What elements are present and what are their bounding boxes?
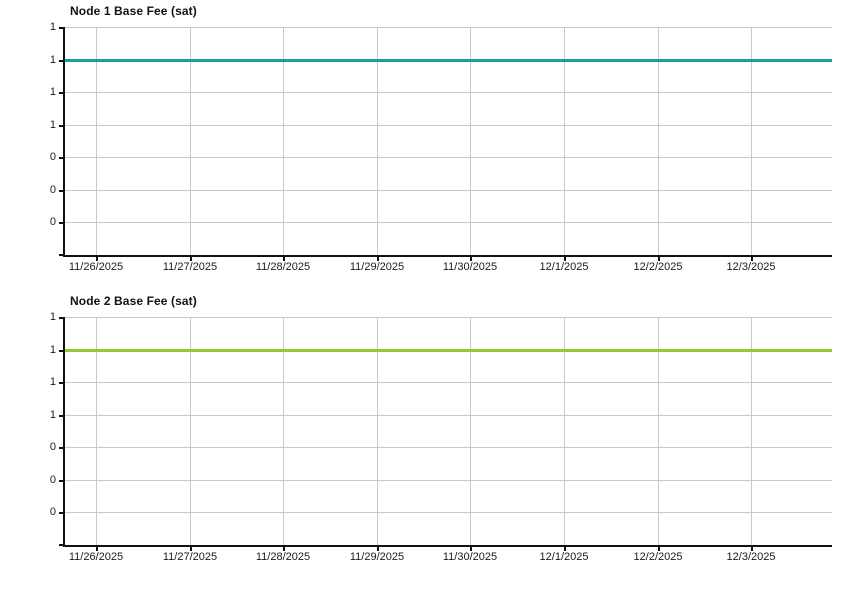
x-axis-tick: [377, 255, 379, 261]
y-axis-tick: [59, 480, 65, 482]
y-axis-tick: [59, 190, 65, 192]
gridline-vertical: [96, 27, 97, 255]
x-axis-label-node-2: 12/2/2025: [633, 551, 683, 563]
gridline-horizontal: [65, 317, 832, 318]
gridline-vertical: [470, 317, 471, 545]
y-axis-tick: [59, 125, 65, 127]
y-axis-label-node-1: 0: [49, 216, 56, 228]
x-axis-tick: [190, 255, 192, 261]
chart-title-node-2: Node 2 Base Fee (sat): [70, 294, 197, 308]
x-axis-label-node-1: 12/1/2025: [539, 261, 589, 273]
gridline-horizontal: [65, 447, 832, 448]
x-axis-tick: [751, 545, 753, 551]
gridline-vertical: [564, 317, 565, 545]
x-axis-tick: [751, 255, 753, 261]
x-axis-label-node-2: 11/29/2025: [349, 551, 405, 563]
x-axis-label-node-1: 11/30/2025: [442, 261, 498, 273]
x-axis-tick: [283, 255, 285, 261]
y-axis-tick: [59, 382, 65, 384]
x-axis-tick: [564, 545, 566, 551]
gridline-vertical: [658, 27, 659, 255]
gridline-horizontal: [65, 415, 832, 416]
gridline-vertical: [190, 27, 191, 255]
y-axis-label-node-1: 1: [49, 21, 56, 33]
x-axis-label-node-1: 11/28/2025: [255, 261, 311, 273]
y-axis-tick: [59, 27, 65, 29]
gridline-horizontal: [65, 480, 832, 481]
y-axis-tick: [59, 447, 65, 449]
y-axis-tick: [59, 60, 65, 62]
gridline-vertical: [283, 27, 284, 255]
y-axis-tick: [59, 512, 65, 514]
x-axis-tick: [96, 255, 98, 261]
x-axis-label-node-2: 12/1/2025: [539, 551, 589, 563]
x-axis-tick: [377, 545, 379, 551]
x-axis-label-node-1: 12/3/2025: [726, 261, 776, 273]
x-axis-label-node-2: 11/26/2025: [68, 551, 124, 563]
y-axis-tick: [59, 350, 65, 352]
gridline-vertical: [470, 27, 471, 255]
y-axis-label-node-2: 1: [49, 311, 56, 323]
y-axis-tick: [59, 254, 65, 256]
x-axis-tick: [96, 545, 98, 551]
gridline-horizontal: [65, 222, 832, 223]
gridline-vertical: [751, 317, 752, 545]
y-axis-label-node-1: 1: [49, 54, 56, 66]
gridline-horizontal: [65, 382, 832, 383]
y-axis-tick: [59, 544, 65, 546]
gridline-vertical: [377, 27, 378, 255]
x-axis-tick: [190, 545, 192, 551]
series-line-node-1: [65, 59, 832, 62]
x-axis-label-node-1: 12/2/2025: [633, 261, 683, 273]
y-axis-label-node-2: 0: [49, 474, 56, 486]
gridline-horizontal: [65, 92, 832, 93]
plot-area-node-2: 1 1 1 1 0 0 0 11/26/2025 11/27/2025 11/28/2025 11/…: [50, 311, 832, 563]
x-axis-tick: [564, 255, 566, 261]
gridline-horizontal: [65, 512, 832, 513]
x-axis-label-node-1: 11/27/2025: [162, 261, 218, 273]
y-axis-tick: [59, 415, 65, 417]
y-axis-label-node-2: 1: [49, 344, 56, 356]
x-axis-tick: [283, 545, 285, 551]
x-axis-tick: [470, 255, 472, 261]
x-axis-label-node-2: 11/28/2025: [255, 551, 311, 563]
gridline-vertical: [96, 317, 97, 545]
y-axis-label-node-2: 0: [49, 506, 56, 518]
y-axis-tick: [59, 317, 65, 319]
gridline-horizontal: [65, 125, 832, 126]
x-axis-label-node-2: 11/30/2025: [442, 551, 498, 563]
gridline-vertical: [564, 27, 565, 255]
gridline-vertical: [751, 27, 752, 255]
gridline-vertical: [377, 317, 378, 545]
series-line-node-2: [65, 349, 832, 352]
gridline-horizontal: [65, 27, 832, 28]
y-axis-label-node-2: 1: [49, 376, 56, 388]
gridline-vertical: [283, 317, 284, 545]
gridline-horizontal: [65, 157, 832, 158]
y-axis-label-node-1: 0: [49, 151, 56, 163]
x-axis-tick: [658, 545, 660, 551]
y-axis-tick: [59, 92, 65, 94]
gridline-vertical: [658, 317, 659, 545]
y-axis-label-node-2: 1: [49, 409, 56, 421]
plot-area-node-1: 1 1 1 1 0 0 0 11/26/2025 11/27/2025 11/28/2025 11/…: [50, 21, 832, 273]
chart-panel-node-2: Node 2 Base Fee (sat) 1 1 1 1 0 0 0 11/26/2025 1…: [0, 290, 860, 600]
chart-title-node-1: Node 1 Base Fee (sat): [70, 4, 197, 18]
x-axis-label-node-2: 12/3/2025: [726, 551, 776, 563]
x-axis-label-node-1: 11/29/2025: [349, 261, 405, 273]
x-axis-label-node-2: 11/27/2025: [162, 551, 218, 563]
x-axis-tick: [658, 255, 660, 261]
x-axis-label-node-1: 11/26/2025: [68, 261, 124, 273]
y-axis-label-node-1: 0: [49, 184, 56, 196]
y-axis-label-node-1: 1: [49, 119, 56, 131]
y-axis-tick: [59, 222, 65, 224]
gridline-vertical: [190, 317, 191, 545]
chart-panel-node-1: Node 1 Base Fee (sat) 1 1 1 1 0 0 0 11/26/2025 1…: [0, 0, 860, 290]
gridline-horizontal: [65, 190, 832, 191]
y-axis-label-node-2: 0: [49, 441, 56, 453]
x-axis-tick: [470, 545, 472, 551]
y-axis-tick: [59, 157, 65, 159]
y-axis-label-node-1: 1: [49, 86, 56, 98]
